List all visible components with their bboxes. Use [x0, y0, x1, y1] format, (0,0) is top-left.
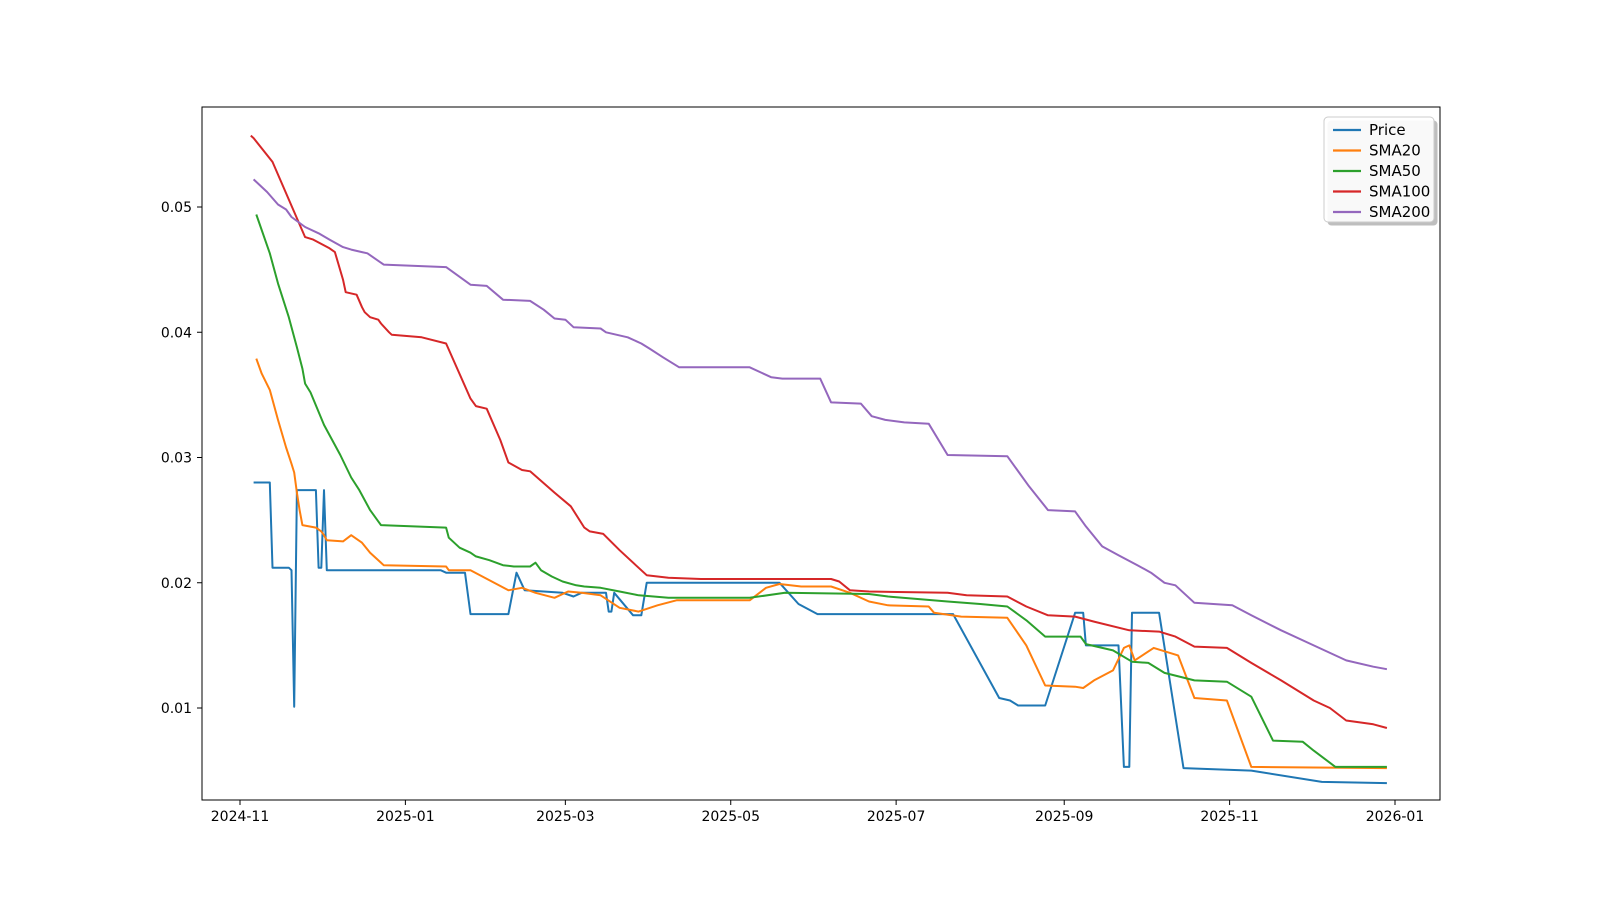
legend-label-sma100: SMA100 — [1369, 183, 1430, 201]
legend-item-sma100: SMA100 — [1333, 183, 1430, 201]
x-tick-label: 2025-09 — [1035, 809, 1094, 825]
series-lines — [250, 134, 1388, 785]
series-line-sma50 — [255, 214, 1387, 768]
series-line-sma20 — [255, 358, 1387, 770]
x-tick-label: 2025-07 — [867, 809, 926, 825]
legend-label-price: Price — [1369, 121, 1406, 139]
y-tick-label: 0.03 — [161, 451, 192, 467]
legend-item-sma200: SMA200 — [1333, 203, 1430, 221]
y-tick-label: 0.05 — [161, 200, 192, 216]
legend-box — [1323, 116, 1435, 223]
x-tick-label: 2024-11 — [211, 809, 270, 825]
series-line-sma100 — [250, 134, 1388, 729]
series-line-sma200 — [252, 178, 1388, 671]
legend: Price SMA20 SMA50 SMA100 SMA200 — [1323, 116, 1438, 226]
x-tick-label: 2025-11 — [1200, 809, 1259, 825]
y-tick-label: 0.04 — [161, 325, 192, 341]
legend-label-sma50: SMA50 — [1369, 162, 1421, 180]
legend-item-sma50: SMA50 — [1333, 162, 1421, 180]
x-tick-label: 2025-05 — [701, 809, 760, 825]
y-axis: 0.01 0.02 0.03 0.04 0.05 — [161, 200, 202, 717]
legend-item-price: Price — [1333, 121, 1406, 139]
x-tick-label: 2025-03 — [536, 809, 595, 825]
y-tick-label: 0.01 — [161, 701, 192, 717]
legend-item-sma20: SMA20 — [1333, 142, 1421, 160]
legend-label-sma200: SMA200 — [1369, 203, 1430, 221]
x-tick-label: 2025-01 — [376, 809, 435, 825]
plot-area — [201, 106, 1441, 801]
y-tick-label: 0.02 — [161, 576, 192, 592]
x-tick-label: 2026-01 — [1366, 809, 1425, 825]
x-axis: 2024-11 2025-01 2025-03 2025-05 2025-07 2025-… — [211, 800, 1425, 825]
series-line-price — [253, 481, 1387, 785]
legend-label-sma20: SMA20 — [1369, 142, 1421, 160]
